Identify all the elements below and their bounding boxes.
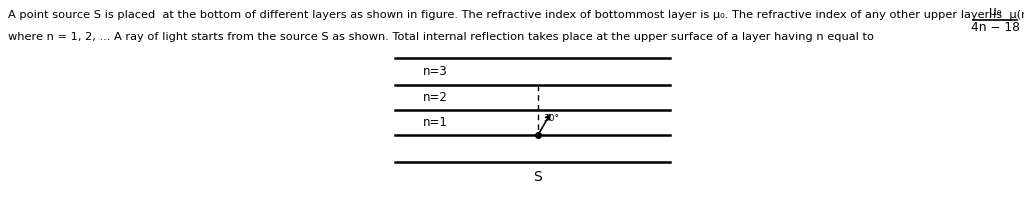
- Text: S: S: [534, 170, 543, 184]
- Text: μ₀: μ₀: [989, 5, 1001, 18]
- Text: n=1: n=1: [423, 116, 447, 129]
- Text: A point source S is placed  at the bottom of different layers as shown in figure: A point source S is placed at the bottom…: [8, 10, 1024, 20]
- Text: where n = 1, 2, ... A ray of light starts from the source S as shown. Total inte: where n = 1, 2, ... A ray of light start…: [8, 32, 874, 42]
- Text: n=2: n=2: [423, 91, 447, 104]
- Text: 30°: 30°: [543, 114, 559, 123]
- Text: 4n − 18: 4n − 18: [971, 21, 1020, 34]
- Text: n=3: n=3: [423, 65, 447, 78]
